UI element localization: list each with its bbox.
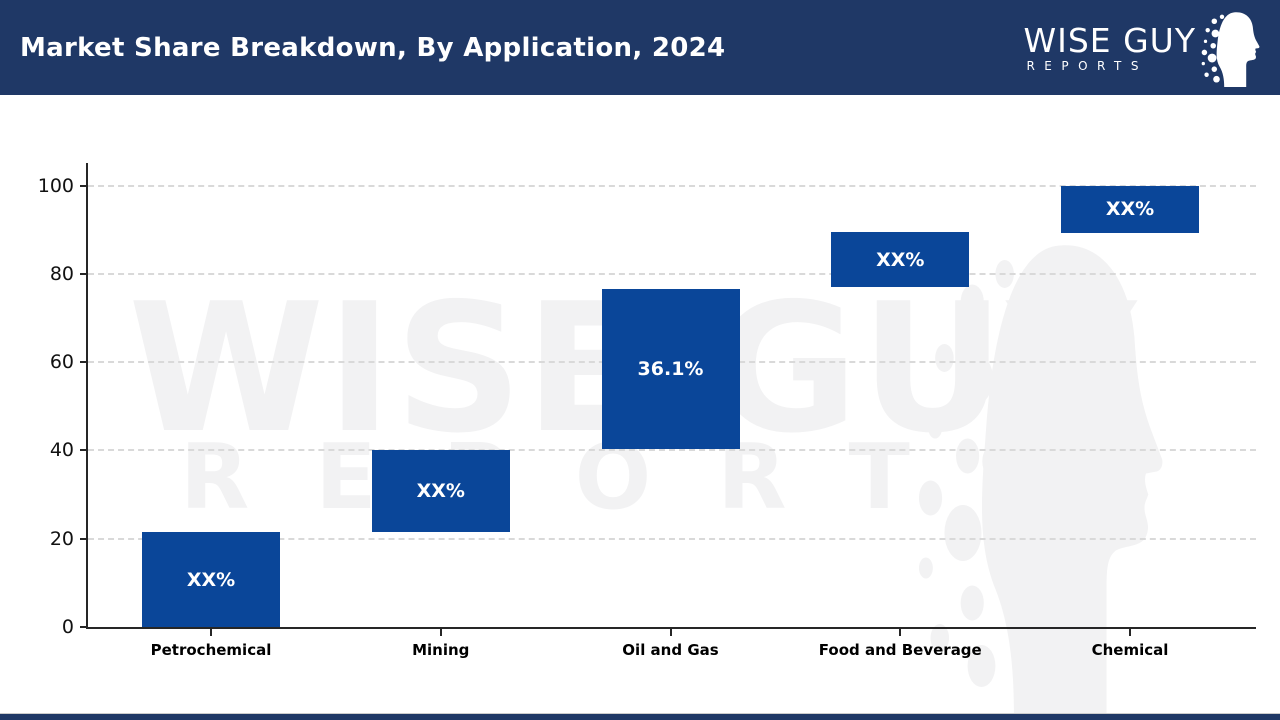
y-tick-mark-80: [80, 272, 88, 275]
page-title: Market Share Breakdown, By Application, …: [20, 32, 726, 63]
logo-text: WISE GUY REPORTS: [1023, 24, 1196, 72]
category-label-food-and-beverage: Food and Beverage: [818, 641, 982, 659]
category-label-oil-and-gas: Oil and Gas: [622, 641, 719, 659]
y-tick-mark-40: [80, 449, 88, 452]
y-tick-mark-20: [80, 537, 88, 540]
y-tick-label-20: 20: [49, 527, 74, 550]
y-tick-label-40: 40: [49, 439, 74, 462]
logo-wordmark: WISE GUY: [1023, 20, 1196, 60]
bar-mining: XX%: [371, 449, 510, 533]
x-tick-mark-oil-and-gas: [669, 629, 672, 636]
bar-label-food-and-beverage: XX%: [876, 248, 925, 271]
bar-chemical: XX%: [1061, 185, 1199, 233]
bar-label-petrochemical: XX%: [186, 568, 236, 591]
bar-food-and-beverage: XX%: [831, 232, 970, 288]
y-tick-mark-0: [80, 626, 88, 628]
y-tick-label-100: 100: [37, 174, 74, 197]
category-label-petrochemical: Petrochemical: [150, 641, 272, 659]
chart-area: WISE GUY REPORTS 0 20 40 60 80 100 XX% Petroche…: [0, 95, 1280, 714]
footer-divider: [0, 713, 1280, 714]
y-tick-mark-60: [80, 361, 88, 364]
bar-oil-and-gas: 36.1%: [601, 289, 740, 449]
bar-label-chemical: XX%: [1105, 198, 1155, 221]
x-tick-mark-chemical: [1129, 629, 1131, 636]
x-axis: [86, 627, 1256, 629]
gridline-100: [88, 184, 1256, 187]
x-tick-mark-petrochemical: [210, 629, 212, 636]
bar-label-mining: XX%: [416, 479, 465, 502]
y-axis: [86, 163, 88, 629]
gridline-20: [88, 537, 1256, 540]
gridline-40: [88, 449, 1256, 452]
bar-petrochemical: XX%: [142, 532, 280, 627]
y-tick-mark-100: [80, 184, 88, 187]
category-label-chemical: Chemical: [1091, 641, 1169, 659]
x-tick-mark-food-and-beverage: [899, 629, 902, 636]
y-tick-label-60: 60: [49, 351, 74, 374]
category-label-mining: Mining: [412, 641, 470, 659]
header-bar: Market Share Breakdown, By Application, …: [0, 0, 1280, 95]
bar-label-oil-and-gas: 36.1%: [637, 357, 704, 380]
wise-guy-logo: WISE GUY REPORTS: [1023, 9, 1266, 87]
logo-subtitle: REPORTS: [1026, 58, 1148, 73]
gridline-80: [88, 272, 1256, 275]
y-tick-label-0: 0: [61, 616, 74, 638]
y-tick-label-80: 80: [49, 262, 74, 285]
x-tick-mark-mining: [439, 629, 442, 636]
head-profile-icon: [1201, 11, 1260, 87]
footer-bar: [0, 714, 1280, 720]
